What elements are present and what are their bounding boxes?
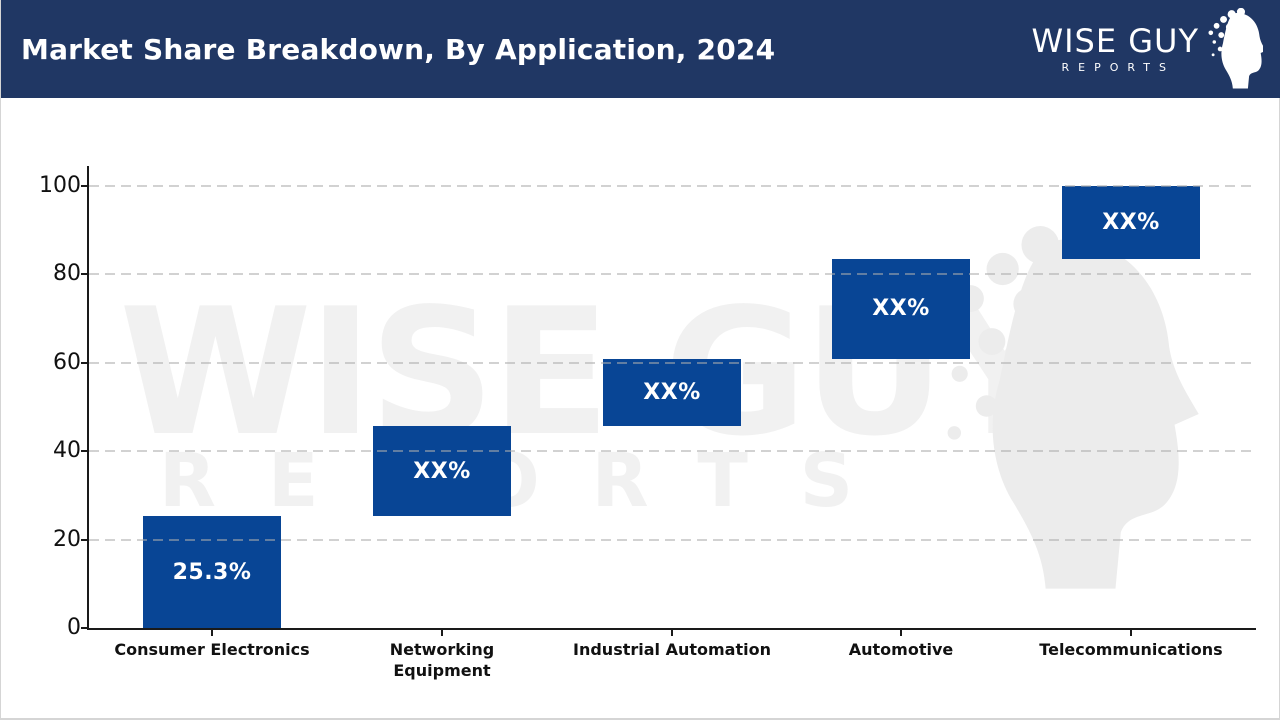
- bar-value-label: 25.3%: [172, 559, 252, 585]
- gridline: [89, 273, 1256, 276]
- y-axis-tick-mark: [81, 627, 88, 629]
- y-axis-tick-label: 100: [39, 172, 81, 198]
- x-axis-category-label: Automotive: [848, 640, 954, 659]
- x-axis-category-label: Telecommunications: [1039, 640, 1223, 659]
- bar-value-label: XX%: [643, 379, 701, 405]
- bar-value-label: XX%: [413, 458, 471, 484]
- bar-automotive: XX%: [832, 258, 970, 359]
- x-axis-category-label: Consumer Electronics: [114, 640, 310, 659]
- gridline: [89, 538, 1256, 541]
- y-axis-tick-mark: [81, 273, 88, 276]
- x-axis-tick-mark: [671, 630, 673, 636]
- bar-value-label: XX%: [872, 296, 930, 322]
- x-axis-category-label: Networking Equipment: [389, 640, 495, 680]
- brand-name: WISE GUY: [1031, 22, 1199, 60]
- head-profile-icon: [1208, 8, 1263, 89]
- y-axis-tick-label: 40: [53, 438, 81, 464]
- x-axis-tick-mark: [1130, 630, 1132, 636]
- x-axis-tick-mark: [900, 630, 902, 636]
- header-bar: Market Share Breakdown, By Application, …: [1, 0, 1280, 98]
- y-axis-tick-mark: [81, 450, 88, 453]
- x-axis-category-label: Industrial Automation: [573, 640, 771, 659]
- brand-subname: REPORTS: [1061, 61, 1175, 74]
- x-axis-tick-mark: [441, 630, 443, 636]
- brand-logo-text: WISE GUY REPORTS: [1031, 25, 1199, 73]
- x-axis-tick-mark: [211, 630, 213, 636]
- y-axis-tick-label: 60: [53, 349, 81, 375]
- gridline: [89, 184, 1256, 187]
- y-axis-line: [87, 166, 89, 630]
- y-axis-tick-mark: [81, 538, 88, 541]
- y-axis-tick-label: 80: [53, 261, 81, 287]
- bar-industrial-automation: XX%: [603, 358, 741, 427]
- gridline: [89, 450, 1256, 453]
- chart-title: Market Share Breakdown, By Application, …: [21, 32, 776, 66]
- y-axis-tick-mark: [81, 184, 88, 187]
- y-axis-tick-mark: [81, 361, 88, 364]
- bar-networking-equipment: XX%: [373, 426, 511, 517]
- gridline: [89, 361, 1256, 364]
- bar-telecommunications: XX%: [1062, 185, 1200, 259]
- watermark-head-profile-icon: [932, 218, 1199, 589]
- y-axis-tick-label: 20: [53, 526, 81, 552]
- bar-value-label: XX%: [1102, 209, 1160, 235]
- brand-logo: WISE GUY REPORTS: [1031, 8, 1263, 90]
- bar-consumer-electronics: 25.3%: [143, 516, 281, 628]
- y-axis-tick-label: 0: [67, 615, 81, 640]
- x-axis-line: [87, 628, 1256, 630]
